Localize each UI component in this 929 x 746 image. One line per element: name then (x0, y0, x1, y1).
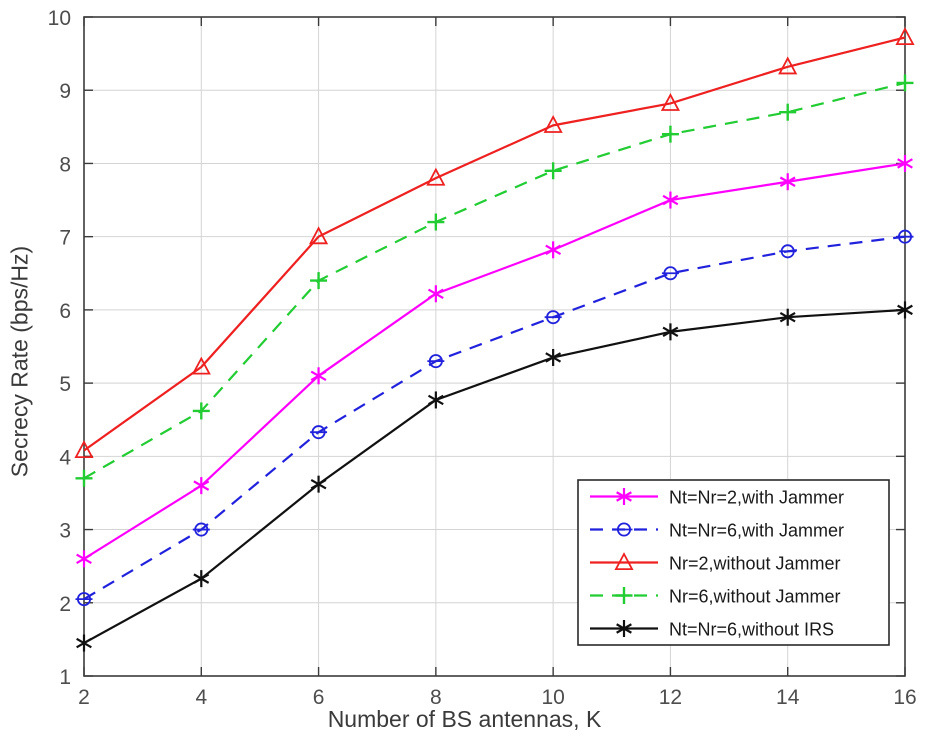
series-2 (74, 27, 915, 459)
marker-asterisk (193, 480, 210, 491)
legend-label-3: Nr=6,without Jammer (669, 587, 841, 607)
x-tick-label: 6 (313, 686, 325, 709)
legend-label-1: Nt=Nr=6,with Jammer (669, 521, 844, 541)
legend-label-0: Nt=Nr=2,with Jammer (669, 488, 844, 508)
marker-asterisk (427, 394, 444, 406)
x-tick-label: 8 (430, 686, 442, 709)
marker-asterisk (310, 370, 327, 381)
marker-asterisk (310, 478, 327, 490)
axis-box (83, 16, 906, 677)
y-tick-label: 9 (59, 80, 71, 103)
marker-triangle (74, 440, 94, 459)
series-line-0 (83, 162, 906, 560)
x-tick-label: 4 (195, 686, 207, 709)
marker-triangle (660, 92, 681, 111)
marker-triangle (778, 56, 798, 75)
y-axis-label: Secrecy Rate (bps/Hz) (6, 245, 33, 478)
series-3 (75, 74, 914, 487)
data-series-group (74, 27, 915, 652)
y-tick-label: 6 (59, 300, 71, 323)
marker-asterisk (76, 637, 92, 649)
y-tick-label: 10 (48, 7, 71, 30)
x-tick-label: 14 (776, 686, 800, 709)
marker-asterisk (897, 304, 913, 316)
marker-asterisk (616, 491, 632, 502)
marker-triangle (543, 114, 563, 133)
marker-asterisk (616, 623, 632, 634)
marker-asterisk (662, 194, 679, 206)
x-tick-label: 10 (541, 686, 564, 709)
marker-triangle (308, 226, 329, 245)
marker-triangle (191, 356, 211, 375)
y-tick-label: 3 (59, 520, 71, 543)
marker-triangle (426, 167, 446, 186)
legend: Nt=Nr=2,with Jammer Nt=Nr=6,with Jammer Nr… (577, 479, 890, 646)
marker-asterisk (427, 288, 444, 299)
series-line-2 (83, 36, 906, 452)
marker-asterisk (76, 553, 92, 565)
legend-label-4: Nt=Nr=6,without IRS (669, 620, 834, 640)
plot-border (83, 16, 906, 677)
y-tick-label: 5 (59, 373, 71, 396)
y-tick-label: 2 (59, 593, 71, 616)
marker-asterisk (193, 573, 210, 584)
marker-asterisk (545, 244, 562, 256)
marker-asterisk (897, 158, 913, 169)
marker-asterisk (779, 176, 796, 187)
series-0 (76, 154, 913, 568)
y-tick-label: 7 (59, 227, 71, 250)
series-1 (75, 229, 914, 607)
series-line-1 (83, 235, 906, 601)
x-tick-label: 2 (78, 686, 90, 709)
series-4 (76, 301, 913, 652)
marker-triangle (614, 552, 634, 571)
series-line-3 (83, 81, 906, 480)
marker-asterisk (662, 326, 679, 338)
legend-label-2: Nr=2,without Jammer (669, 554, 841, 574)
marker-asterisk (779, 312, 796, 323)
y-tick-label: 1 (59, 666, 71, 689)
y-tick-label: 4 (59, 446, 71, 469)
x-tick-label: 16 (893, 686, 916, 709)
x-tick-label: 12 (659, 686, 682, 709)
series-line-4 (83, 308, 906, 645)
marker-triangle (895, 27, 915, 46)
marker-asterisk (545, 352, 562, 363)
x-axis-label: Number of BS antennas, K (327, 706, 602, 732)
y-tick-label: 8 (59, 153, 71, 176)
